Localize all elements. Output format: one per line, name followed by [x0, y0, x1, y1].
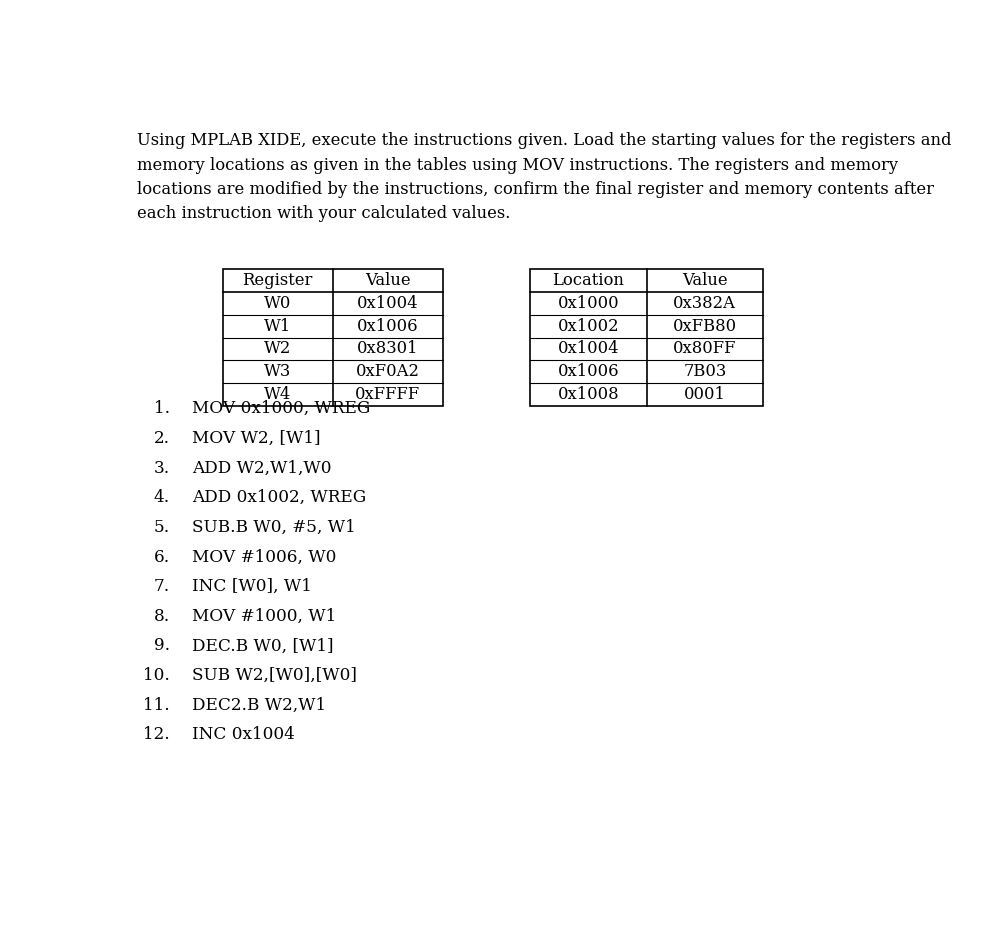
Text: memory locations as given in the tables using MOV instructions. The registers an: memory locations as given in the tables …: [136, 156, 898, 173]
Text: Location: Location: [552, 272, 624, 289]
Text: 0x1008: 0x1008: [557, 386, 619, 402]
Text: Register: Register: [242, 272, 313, 289]
Text: 7.: 7.: [154, 578, 170, 595]
Text: 7B03: 7B03: [683, 363, 726, 380]
Text: MOV W2, [W1]: MOV W2, [W1]: [192, 430, 320, 447]
Text: Using MPLAB XIDE, execute the instructions given. Load the starting values for t: Using MPLAB XIDE, execute the instructio…: [136, 132, 951, 150]
Text: Value: Value: [682, 272, 727, 289]
Text: 1.: 1.: [154, 401, 170, 417]
Text: ADD W2,W1,W0: ADD W2,W1,W0: [192, 460, 331, 476]
Text: 0x1006: 0x1006: [357, 317, 419, 335]
Text: 12.: 12.: [143, 726, 170, 743]
Text: 0x1006: 0x1006: [557, 363, 619, 380]
Text: 5.: 5.: [154, 519, 170, 536]
Text: MOV #1000, W1: MOV #1000, W1: [192, 607, 336, 625]
Text: each instruction with your calculated values.: each instruction with your calculated va…: [136, 205, 510, 222]
Text: 6.: 6.: [154, 548, 170, 565]
Text: 2.: 2.: [154, 430, 170, 447]
Text: 0xF0A2: 0xF0A2: [356, 363, 420, 380]
Text: 11.: 11.: [143, 696, 170, 714]
Text: 0x1004: 0x1004: [357, 295, 419, 312]
Text: 0x1002: 0x1002: [557, 317, 619, 335]
Text: 0x80FF: 0x80FF: [673, 341, 736, 358]
Text: 10.: 10.: [143, 667, 170, 684]
Text: W4: W4: [264, 386, 291, 402]
Text: 0x8301: 0x8301: [357, 341, 419, 358]
Text: 0x1004: 0x1004: [557, 341, 619, 358]
Text: 0xFB80: 0xFB80: [673, 317, 737, 335]
Text: 0x382A: 0x382A: [673, 295, 736, 312]
Text: W0: W0: [264, 295, 291, 312]
Text: 8.: 8.: [154, 607, 170, 625]
Text: ADD 0x1002, WREG: ADD 0x1002, WREG: [192, 490, 366, 506]
Text: INC [W0], W1: INC [W0], W1: [192, 578, 311, 595]
Text: DEC2.B W2,W1: DEC2.B W2,W1: [192, 696, 326, 714]
Text: 0xFFFF: 0xFFFF: [355, 386, 421, 402]
Text: 3.: 3.: [154, 460, 170, 476]
Text: W3: W3: [264, 363, 291, 380]
Text: 4.: 4.: [154, 490, 170, 506]
Text: W1: W1: [264, 317, 291, 335]
Bar: [222, 270, 443, 405]
Text: INC 0x1004: INC 0x1004: [192, 726, 294, 743]
Text: 0001: 0001: [684, 386, 726, 402]
Text: DEC.B W0, [W1]: DEC.B W0, [W1]: [192, 637, 333, 654]
Text: SUB.B W0, #5, W1: SUB.B W0, #5, W1: [192, 519, 356, 536]
Text: 9.: 9.: [154, 637, 170, 654]
Text: Value: Value: [365, 272, 411, 289]
Bar: [531, 270, 763, 405]
Text: W2: W2: [264, 341, 291, 358]
Text: locations are modified by the instructions, confirm the final register and memor: locations are modified by the instructio…: [136, 181, 934, 197]
Text: SUB W2,[W0],[W0]: SUB W2,[W0],[W0]: [192, 667, 357, 684]
Text: 0x1000: 0x1000: [557, 295, 619, 312]
Text: MOV #1006, W0: MOV #1006, W0: [192, 548, 336, 565]
Text: MOV 0x1000, WREG: MOV 0x1000, WREG: [192, 401, 370, 417]
